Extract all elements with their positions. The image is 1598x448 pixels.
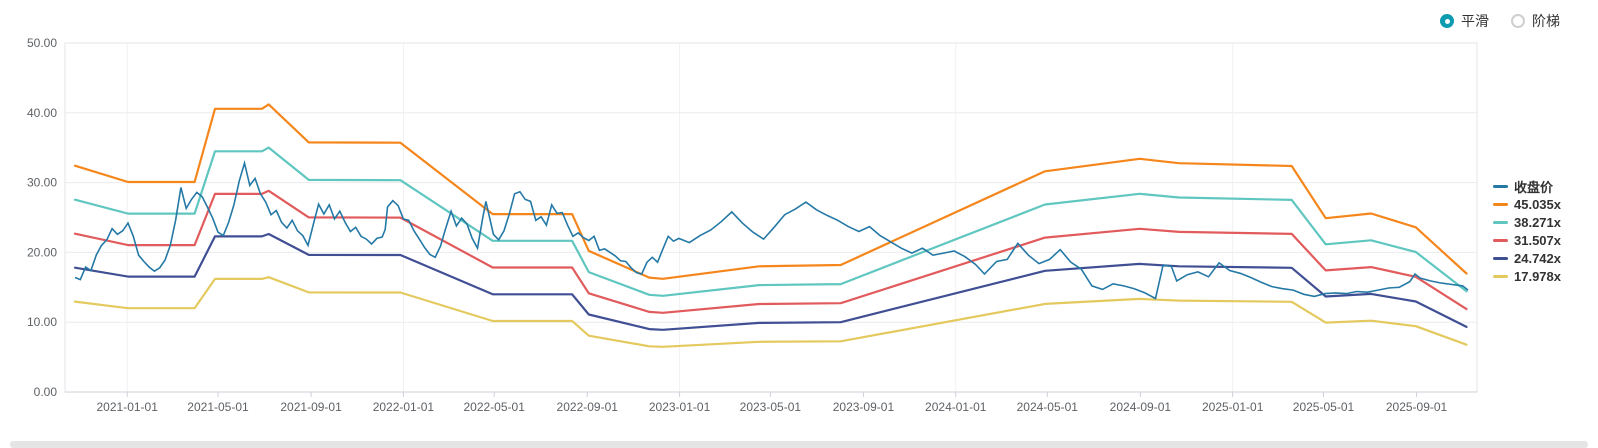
x-axis-label: 2021-09-01 bbox=[280, 400, 342, 414]
band-line-38.271x bbox=[73, 146, 1468, 297]
band-45-swatch-icon bbox=[1493, 202, 1508, 206]
legend-label: 31.507x bbox=[1514, 232, 1561, 248]
radio-step-icon[interactable] bbox=[1511, 14, 1525, 28]
legend-item-close[interactable]: 收盘价 bbox=[1493, 177, 1561, 195]
x-axis-label: 2023-05-01 bbox=[740, 400, 802, 414]
legend-item-band-24[interactable]: 24.742x bbox=[1493, 249, 1561, 267]
legend-label: 45.035x bbox=[1514, 196, 1561, 212]
x-axis-label: 2025-09-01 bbox=[1386, 400, 1448, 414]
x-axis-label: 2021-05-01 bbox=[187, 400, 249, 414]
horizontal-scrollbar[interactable] bbox=[10, 441, 1588, 448]
x-axis-label: 2024-09-01 bbox=[1110, 400, 1172, 414]
band-38-swatch-icon bbox=[1493, 220, 1508, 224]
x-axis-label: 2022-09-01 bbox=[557, 400, 619, 414]
plot-border bbox=[64, 42, 1478, 393]
x-axis-label: 2023-01-01 bbox=[649, 400, 711, 414]
y-axis-label: 0.00 bbox=[34, 385, 58, 399]
radio-smooth-label: 平滑 bbox=[1461, 13, 1489, 29]
close-price-line bbox=[74, 159, 1469, 300]
legend-item-band-31[interactable]: 31.507x bbox=[1493, 231, 1561, 249]
x-axis-label: 2024-01-01 bbox=[925, 400, 987, 414]
line-style-toggle: 平滑 阶梯 bbox=[1440, 11, 1560, 31]
band-31-swatch-icon bbox=[1493, 238, 1508, 242]
radio-option-smooth[interactable]: 平滑 bbox=[1440, 11, 1489, 31]
x-axis-label: 2023-09-01 bbox=[833, 400, 895, 414]
y-axis-label: 40.00 bbox=[27, 106, 57, 120]
legend-item-band-45[interactable]: 45.035x bbox=[1493, 195, 1561, 213]
radio-step-label: 阶梯 bbox=[1532, 13, 1560, 29]
x-axis-label: 2025-05-01 bbox=[1293, 400, 1355, 414]
radio-option-step[interactable]: 阶梯 bbox=[1511, 11, 1560, 31]
band-line-45.035x bbox=[73, 103, 1468, 280]
legend-label: 收盘价 bbox=[1514, 179, 1554, 195]
band-line-17.978x bbox=[73, 276, 1468, 348]
legend-item-band-38[interactable]: 38.271x bbox=[1493, 213, 1561, 231]
band-line-31.507x bbox=[73, 189, 1468, 314]
x-axis-label: 2024-05-01 bbox=[1017, 400, 1079, 414]
x-axis-label: 2022-05-01 bbox=[463, 400, 525, 414]
band-24-swatch-icon bbox=[1493, 256, 1508, 260]
x-axis-label: 2022-01-01 bbox=[373, 400, 435, 414]
legend-label: 38.271x bbox=[1514, 214, 1561, 230]
legend-label: 24.742x bbox=[1514, 250, 1561, 266]
y-axis-label: 30.00 bbox=[27, 176, 57, 190]
chart-legend: 收盘价 45.035x 38.271x 31.507x 24.742x 17.9… bbox=[1493, 177, 1561, 285]
band-17-swatch-icon bbox=[1493, 274, 1508, 278]
band-line-24.742x bbox=[73, 232, 1468, 331]
y-axis-label: 10.00 bbox=[27, 315, 57, 329]
y-axis-label: 50.00 bbox=[27, 36, 57, 50]
x-axis-label: 2021-01-01 bbox=[97, 400, 159, 414]
y-axis-label: 20.00 bbox=[27, 245, 57, 259]
radio-smooth-icon[interactable] bbox=[1440, 14, 1454, 28]
legend-label: 17.978x bbox=[1514, 268, 1561, 284]
close-line-swatch-icon bbox=[1493, 184, 1508, 188]
legend-item-band-17[interactable]: 17.978x bbox=[1493, 267, 1561, 285]
x-axis-label: 2025-01-01 bbox=[1202, 400, 1264, 414]
